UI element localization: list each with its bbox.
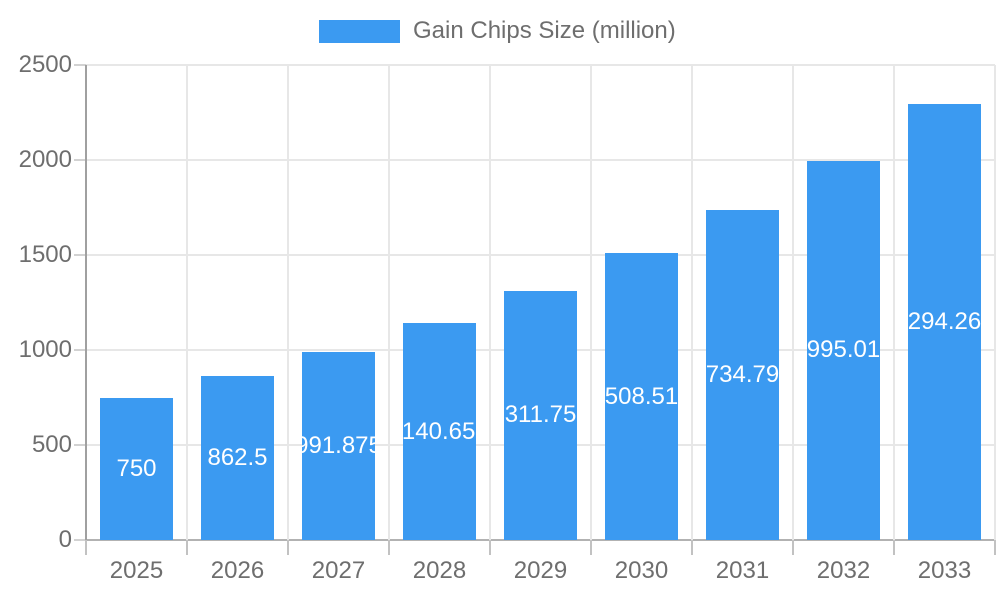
x-axis-label-2032: 2032 xyxy=(816,557,871,584)
y-axis-line xyxy=(85,65,87,540)
bar-value-label: 862.5 xyxy=(207,444,268,472)
y-axis-tick xyxy=(74,64,86,66)
gridline-v xyxy=(893,65,895,540)
x-axis-tick xyxy=(287,540,289,555)
gridline-v xyxy=(691,65,693,540)
x-axis-label-2033: 2033 xyxy=(917,557,972,584)
x-axis-label-2028: 2028 xyxy=(412,557,467,584)
x-axis-tick xyxy=(85,540,87,555)
legend-label: Gain Chips Size (million) xyxy=(413,17,676,44)
gridline-h xyxy=(86,539,995,541)
y-axis-label: 2500 xyxy=(18,51,72,78)
x-axis-label-2030: 2030 xyxy=(614,557,669,584)
y-axis-label: 500 xyxy=(31,431,72,458)
bar-value-label: 1508.518 xyxy=(605,382,678,410)
y-axis-tick xyxy=(74,349,86,351)
x-axis-label-2025: 2025 xyxy=(109,557,164,584)
x-axis-tick xyxy=(388,540,390,555)
x-axis-tick xyxy=(893,540,895,555)
legend-swatch xyxy=(319,20,400,43)
gridline-v xyxy=(287,65,289,540)
bar-2028: 1140.656 xyxy=(403,323,476,540)
legend-item[interactable]: Gain Chips Size (million) xyxy=(0,0,1000,50)
bar-value-label: 1311.755 xyxy=(504,401,577,429)
gridline-h xyxy=(86,64,995,66)
bar-2033: 2294.267 xyxy=(908,104,981,540)
gridline-h xyxy=(86,254,995,256)
y-axis-label: 1000 xyxy=(18,336,72,363)
bar-2027: 991.875 xyxy=(302,351,375,540)
bar-2030: 1508.518 xyxy=(605,253,678,540)
y-axis-tick xyxy=(74,254,86,256)
x-axis-label-2026: 2026 xyxy=(210,557,265,584)
bar-2026: 862.5 xyxy=(201,376,274,540)
y-axis-tick xyxy=(74,444,86,446)
x-axis-tick xyxy=(792,540,794,555)
plot-area: 750 862.5 991.875 1140.656 1311.755 1508.518 1… xyxy=(74,64,996,555)
bar-value-label: 2294.267 xyxy=(908,308,981,336)
x-axis-tick xyxy=(994,540,996,555)
x-axis-tick xyxy=(489,540,491,555)
x-axis-tick xyxy=(186,540,188,555)
bar-value-label: 1140.656 xyxy=(403,417,476,445)
y-axis-label: 1500 xyxy=(18,241,72,268)
gridline-v xyxy=(388,65,390,540)
x-axis-label-2029: 2029 xyxy=(513,557,568,584)
gridline-v xyxy=(186,65,188,540)
x-axis-tick xyxy=(691,540,693,555)
bar-value-label: 1995.015 xyxy=(807,336,880,364)
x-axis-label-2031: 2031 xyxy=(715,557,770,584)
gridline-v xyxy=(489,65,491,540)
gridline-v xyxy=(590,65,592,540)
y-axis-tick xyxy=(74,159,86,161)
bar-2025: 750 xyxy=(100,397,173,540)
bar-2029: 1311.755 xyxy=(504,290,577,540)
x-axis-label-2027: 2027 xyxy=(311,557,366,584)
bar-2032: 1995.015 xyxy=(807,160,880,540)
bar-value-label: 750 xyxy=(116,454,157,482)
bar-value-label: 991.875 xyxy=(302,431,375,459)
gridline-v xyxy=(994,65,996,540)
y-axis-label: 2000 xyxy=(18,146,72,173)
gridline-v xyxy=(792,65,794,540)
y-axis-tick xyxy=(74,539,86,541)
x-axis-tick xyxy=(590,540,592,555)
y-axis-label: 0 xyxy=(58,526,72,553)
gridline-h xyxy=(86,159,995,161)
